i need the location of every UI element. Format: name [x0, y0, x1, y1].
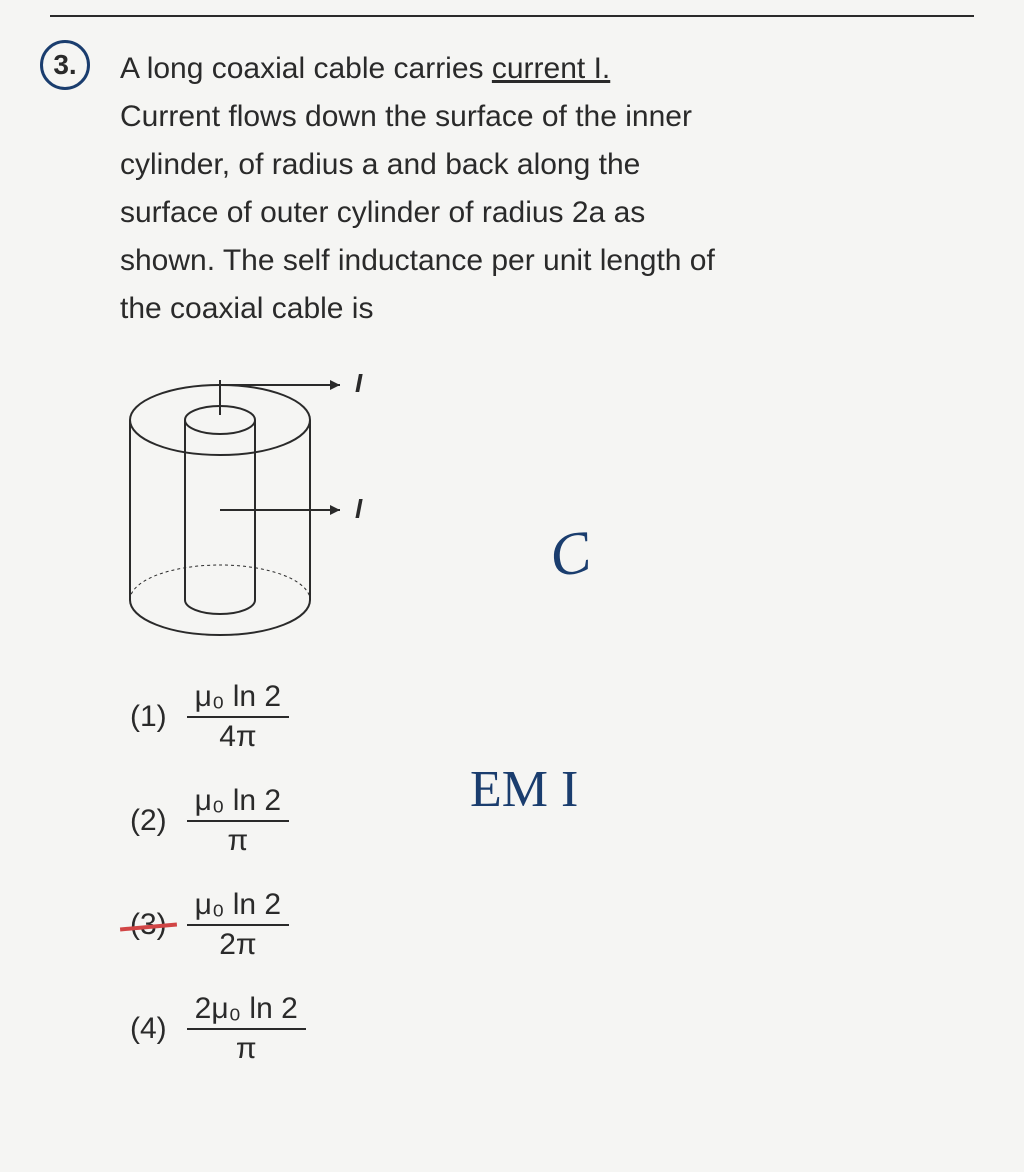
option-2-numerator: μ₀ ln 2 — [187, 784, 289, 822]
question-current: current I. — [492, 52, 610, 85]
option-2-fraction: μ₀ ln 2 π — [187, 784, 289, 858]
question-body: A long coaxial cable carries current I. … — [120, 45, 920, 333]
label-length: l — [355, 494, 363, 524]
label-current: I — [355, 370, 363, 398]
question-line-1: A long coaxial cable carries — [120, 52, 484, 85]
option-4-numerator: 2μ₀ ln 2 — [187, 992, 306, 1030]
answer-options: (1) μ₀ ln 2 4π (2) μ₀ ln 2 π (3) μ₀ ln 2… — [130, 680, 306, 1096]
option-4: (4) 2μ₀ ln 2 π — [130, 992, 306, 1066]
option-4-label: (4) — [130, 1012, 167, 1046]
question-line-2: Current flows down the surface of the in… — [120, 100, 692, 133]
option-1-denominator: 4π — [211, 718, 264, 754]
question-line-5: shown. The self inductance per unit leng… — [120, 244, 715, 277]
question-line-3: cylinder, of radius a and back along the — [120, 148, 640, 181]
question-number-circle: 3. — [40, 40, 90, 90]
coaxial-cylinder-diagram: I l — [120, 370, 470, 655]
option-3-fraction: μ₀ ln 2 2π — [187, 888, 289, 962]
option-3-denominator: 2π — [211, 926, 264, 962]
option-2-label: (2) — [130, 804, 167, 838]
option-3-numerator: μ₀ ln 2 — [187, 888, 289, 926]
exam-page: 3. A long coaxial cable carries current … — [0, 0, 1024, 1172]
option-1-label: (1) — [130, 700, 167, 734]
handwritten-emi: EM I — [470, 760, 578, 819]
option-4-denominator: π — [228, 1030, 265, 1066]
option-1-fraction: μ₀ ln 2 4π — [187, 680, 289, 754]
option-2-denominator: π — [220, 822, 257, 858]
option-1: (1) μ₀ ln 2 4π — [130, 680, 306, 754]
option-2: (2) μ₀ ln 2 π — [130, 784, 306, 858]
header-line — [50, 15, 974, 17]
question-line-4: surface of outer cylinder of radius 2a a… — [120, 196, 645, 229]
handwritten-c: C — [544, 517, 595, 592]
question-line-6: the coaxial cable is — [120, 292, 373, 325]
question-number-text: 3. — [53, 49, 76, 81]
option-1-numerator: μ₀ ln 2 — [187, 680, 289, 718]
option-3: (3) μ₀ ln 2 2π — [130, 888, 306, 962]
cylinder-svg: I l — [120, 370, 470, 650]
option-3-label: (3) — [130, 908, 167, 942]
option-4-fraction: 2μ₀ ln 2 π — [187, 992, 306, 1066]
